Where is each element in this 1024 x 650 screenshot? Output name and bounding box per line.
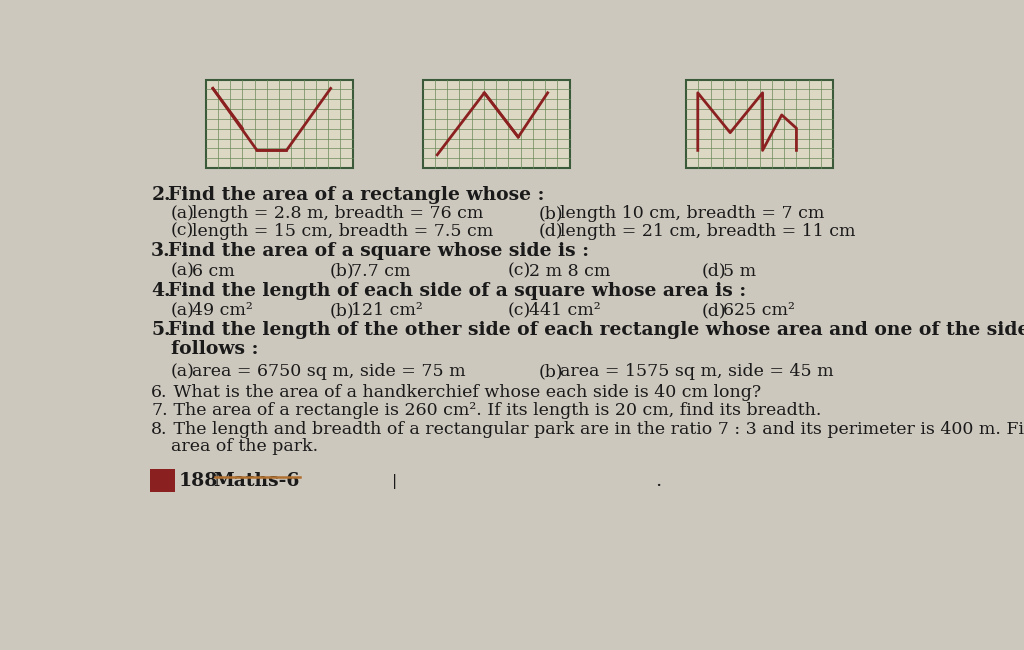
Text: area = 1575 sq m, side = 45 m: area = 1575 sq m, side = 45 m	[560, 363, 835, 380]
Text: (d): (d)	[701, 302, 726, 319]
Text: 6 cm: 6 cm	[193, 263, 236, 280]
Text: (b): (b)	[539, 205, 563, 222]
Text: The area of a rectangle is 260 cm². If its length is 20 cm, find its breadth.: The area of a rectangle is 260 cm². If i…	[168, 402, 821, 419]
Text: 188: 188	[179, 473, 218, 491]
Text: 5 m: 5 m	[723, 263, 757, 280]
Text: 4.: 4.	[152, 282, 171, 300]
Text: 441 cm²: 441 cm²	[529, 302, 601, 319]
Text: 121 cm²: 121 cm²	[351, 302, 423, 319]
Text: 6.: 6.	[152, 384, 168, 402]
Text: The length and breadth of a rectangular park are in the ratio 7 : 3 and its peri: The length and breadth of a rectangular …	[168, 421, 1024, 438]
Text: (a): (a)	[171, 363, 195, 380]
Text: 49 cm²: 49 cm²	[193, 302, 253, 319]
Text: 7.7 cm: 7.7 cm	[351, 263, 411, 280]
Bar	[150, 469, 174, 492]
Text: (b): (b)	[330, 302, 354, 319]
Text: (d): (d)	[701, 263, 726, 280]
Text: (c): (c)	[508, 302, 531, 319]
Text: length = 21 cm, breadth = 11 cm: length = 21 cm, breadth = 11 cm	[560, 223, 856, 240]
Text: (a): (a)	[171, 205, 195, 222]
Text: (b): (b)	[539, 363, 563, 380]
Bar	[423, 79, 569, 168]
Text: 625 cm²: 625 cm²	[723, 302, 795, 319]
Text: 8.: 8.	[152, 421, 168, 438]
Bar	[206, 79, 352, 168]
Text: (b): (b)	[330, 263, 354, 280]
Text: length 10 cm, breadth = 7 cm: length 10 cm, breadth = 7 cm	[560, 205, 824, 222]
Text: .: .	[655, 473, 662, 491]
Text: (d): (d)	[539, 223, 563, 240]
Text: (c): (c)	[171, 223, 194, 240]
Text: 2 m 8 cm: 2 m 8 cm	[529, 263, 611, 280]
Text: Find the length of the other side of each rectangle whose area and one of the si: Find the length of the other side of eac…	[168, 321, 1024, 339]
Text: 2.: 2.	[152, 186, 171, 204]
Text: length = 15 cm, breadth = 7.5 cm: length = 15 cm, breadth = 7.5 cm	[193, 223, 494, 240]
Text: area = 6750 sq m, side = 75 m: area = 6750 sq m, side = 75 m	[193, 363, 466, 380]
Text: 7.: 7.	[152, 402, 168, 419]
Text: (c): (c)	[508, 263, 531, 280]
Text: What is the area of a handkerchief whose each side is 40 cm long?: What is the area of a handkerchief whose…	[168, 384, 762, 402]
Text: Find the area of a rectangle whose :: Find the area of a rectangle whose :	[168, 186, 545, 204]
Text: 3.: 3.	[152, 242, 171, 260]
Text: length = 2.8 m, breadth = 76 cm: length = 2.8 m, breadth = 76 cm	[193, 205, 483, 222]
Text: Find the area of a square whose side is :: Find the area of a square whose side is …	[168, 242, 590, 260]
Text: |: |	[391, 474, 396, 489]
Text: 5.: 5.	[152, 321, 171, 339]
Bar	[686, 79, 834, 168]
Text: (a): (a)	[171, 302, 195, 319]
Text: area of the park.: area of the park.	[171, 438, 317, 456]
Text: Maths-6: Maths-6	[213, 473, 300, 491]
Text: follows :: follows :	[171, 340, 258, 358]
Text: (a): (a)	[171, 263, 195, 280]
Text: Find the length of each side of a square whose area is :: Find the length of each side of a square…	[168, 282, 746, 300]
